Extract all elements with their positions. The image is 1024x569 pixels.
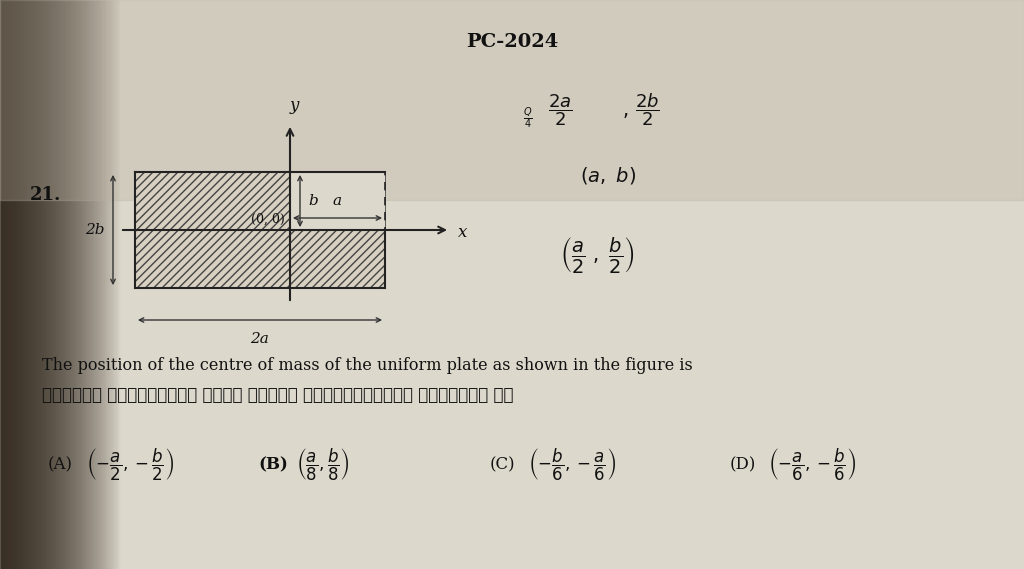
Bar bbox=[290, 172, 385, 230]
Text: $\left(\dfrac{a}{2}\ ,\ \dfrac{b}{2}\right)$: $\left(\dfrac{a}{2}\ ,\ \dfrac{b}{2}\rig… bbox=[560, 235, 635, 275]
Text: y: y bbox=[290, 97, 299, 114]
Text: 21.: 21. bbox=[30, 186, 61, 204]
Text: $\left(\dfrac{a}{8},\dfrac{b}{8}\right)$: $\left(\dfrac{a}{8},\dfrac{b}{8}\right)$ bbox=[296, 447, 349, 483]
Text: $\dfrac{2a}{2}$: $\dfrac{2a}{2}$ bbox=[548, 92, 572, 128]
Text: $(a,\ b)$: $(a,\ b)$ bbox=[580, 164, 636, 185]
Bar bbox=[0, 0, 1024, 200]
Text: $\frac{Q}{4}$: $\frac{Q}{4}$ bbox=[523, 105, 532, 131]
Text: (0, 0): (0, 0) bbox=[251, 213, 285, 226]
Text: চিত্রে প্রদর্শিত সুষম পাতির ভরকেন্দ্রের অবস্থান হল: চিত্রে প্রদর্শিত সুষম পাতির ভরকেন্দ্রের … bbox=[42, 386, 513, 404]
Text: $\left(-\dfrac{a}{2},-\dfrac{b}{2}\right)$: $\left(-\dfrac{a}{2},-\dfrac{b}{2}\right… bbox=[86, 447, 174, 483]
Polygon shape bbox=[135, 172, 385, 288]
Text: b: b bbox=[308, 194, 317, 208]
Text: (D): (D) bbox=[730, 456, 757, 473]
Text: PC-2024: PC-2024 bbox=[466, 33, 558, 51]
Text: (B): (B) bbox=[258, 456, 288, 473]
Text: x: x bbox=[458, 224, 467, 241]
Text: a: a bbox=[333, 194, 342, 208]
Text: $\dfrac{2b}{2}$: $\dfrac{2b}{2}$ bbox=[635, 92, 659, 129]
Text: $\left(-\dfrac{a}{6},-\dfrac{b}{6}\right)$: $\left(-\dfrac{a}{6},-\dfrac{b}{6}\right… bbox=[768, 447, 856, 483]
Text: 2a: 2a bbox=[251, 332, 269, 346]
Text: (A): (A) bbox=[48, 456, 73, 473]
Text: $\left(-\dfrac{b}{6},-\dfrac{a}{6}\right)$: $\left(-\dfrac{b}{6},-\dfrac{a}{6}\right… bbox=[528, 447, 616, 483]
Text: The position of the centre of mass of the uniform plate as shown in the figure i: The position of the centre of mass of th… bbox=[42, 357, 693, 373]
Text: (C): (C) bbox=[490, 456, 516, 473]
Text: 2b: 2b bbox=[85, 223, 105, 237]
Text: $,$: $,$ bbox=[622, 101, 629, 119]
